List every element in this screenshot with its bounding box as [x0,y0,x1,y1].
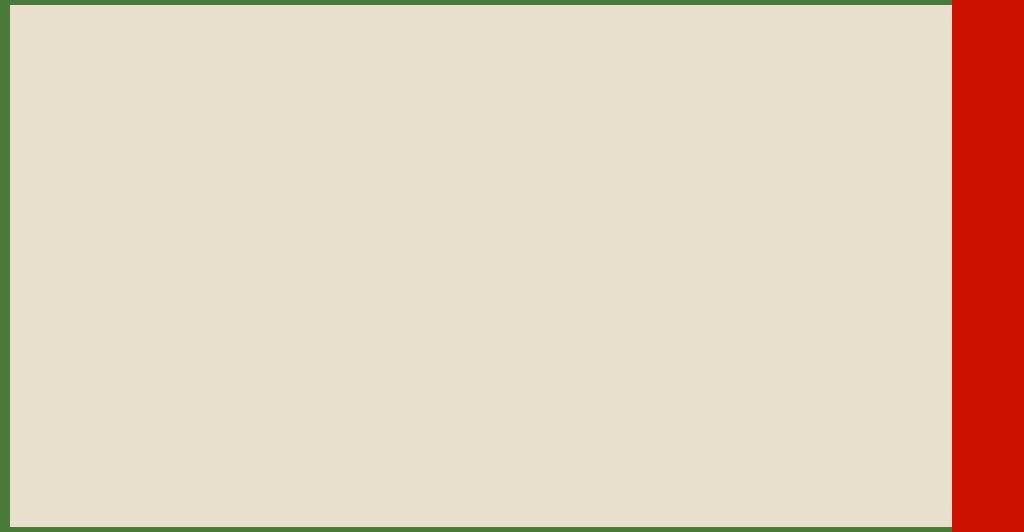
Text: 12: 12 [645,103,655,112]
Text: CH: CH [113,470,134,483]
Text: (iv): (iv) [532,355,550,363]
Text: Intext  Questions: Intext Questions [725,20,831,31]
Text: (i)   A single monochloride.: (i) A single monochloride. [20,138,220,149]
Text: (v): (v) [36,472,50,480]
Text: O: O [633,317,642,325]
Text: 2: 2 [173,361,177,369]
Text: 10.4  Among the isomeric alkanes of molecular formula C: 10.4 Among the isomeric alkanes of molec… [20,100,372,111]
Text: 5: 5 [612,99,617,107]
Text: CH: CH [613,262,629,271]
Text: 3: 3 [636,361,641,369]
Text: reactions:: reactions: [20,212,112,222]
Text: (ii)  Three isomeric monochlorides.: (ii) Three isomeric monochlorides. [20,155,270,166]
Text: H: H [625,100,635,111]
Text: 2: 2 [788,279,794,287]
Text: +  HI: + HI [717,386,750,399]
Text: OH: OH [119,260,138,268]
Text: 2: 2 [647,320,652,328]
Text: +  HCl: + HCl [261,386,301,399]
Text: CH: CH [159,470,180,483]
Text: (i): (i) [36,256,47,265]
Text: (ii): (ii) [532,256,547,265]
Text: 3: 3 [152,475,157,483]
Text: +  NaI: + NaI [241,470,285,483]
Text: on photochemical chlorination yields: on photochemical chlorination yields [20,120,272,130]
Text: 2: 2 [773,475,778,483]
Text: (iii): (iii) [36,355,54,363]
Text: 2: 2 [637,264,641,273]
Text: 2: 2 [317,290,323,298]
Text: N: N [654,317,664,325]
Text: CH: CH [151,359,166,367]
Text: UV light: UV light [819,299,860,307]
Text: Br: Br [763,277,777,285]
Text: 3: 3 [666,264,671,273]
Text: +: + [717,470,728,483]
Text: +  SOCl: + SOCl [220,285,268,298]
Text: Br: Br [737,470,756,483]
Text: UV light: UV light [824,483,865,491]
Text: 2: 2 [198,475,203,483]
Text: CH: CH [613,359,629,367]
FancyBboxPatch shape [632,6,925,47]
Text: heat: heat [338,388,359,397]
Text: heat: heat [824,463,846,471]
Text: 10.3  Write structures of different dihalogen derivatives of propane.: 10.3 Write structures of different dihal… [20,77,436,88]
Text: (vi): (vi) [532,472,550,480]
Text: OH: OH [179,359,196,367]
Text: , heat or: , heat or [795,277,837,285]
Text: CH: CH [643,262,658,271]
Text: , identify the one that: , identify the one that [668,100,800,111]
Text: 10.2  Why is sulphuric acid not used during the reaction of alcohols with KI?: 10.2 Why is sulphuric acid not used duri… [20,56,488,66]
Text: 10.5  Draw the structures of major monohalo products in each of the following: 10.5 Draw the structures of major monoha… [20,194,500,205]
Text: Br: Br [205,470,223,483]
Text: OH: OH [180,421,204,434]
Text: (iii)  Four isomeric monochlorides.: (iii) Four isomeric monochlorides. [20,173,266,184]
